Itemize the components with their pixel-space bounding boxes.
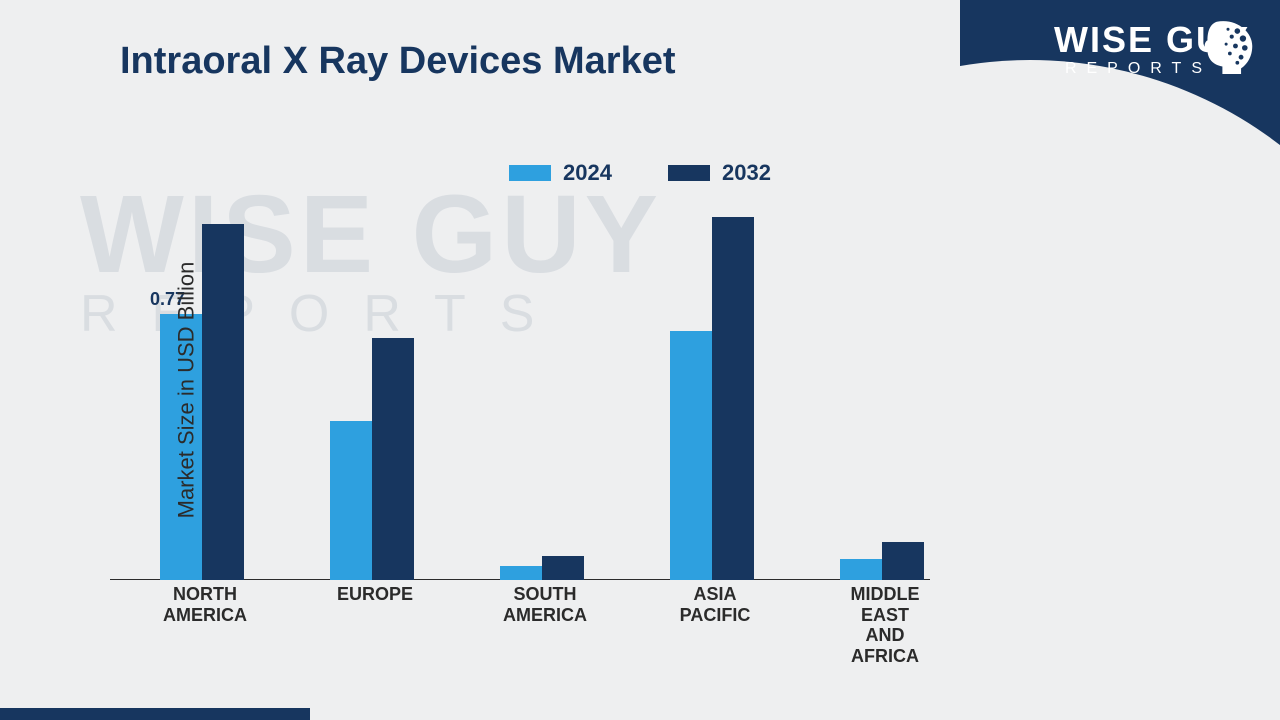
x-category-label: MIDDLE EAST AND AFRICA — [815, 584, 955, 667]
legend-swatch-2024 — [509, 165, 551, 181]
plot-area: 0.77 — [110, 200, 930, 580]
chart-stage: WISE GUY REPORTS WISE GUY REPORTS Intrao… — [0, 0, 1280, 720]
bar-2024 — [500, 566, 542, 580]
bar-2032 — [882, 542, 924, 580]
legend-swatch-2032 — [668, 165, 710, 181]
y-axis-label: Market Size in USD Billion — [173, 262, 199, 519]
legend-label-2024: 2024 — [563, 160, 612, 186]
legend-item-2024: 2024 — [509, 160, 612, 186]
bar-2024 — [330, 421, 372, 580]
legend: 2024 2032 — [0, 160, 1280, 186]
bar-2032 — [372, 338, 414, 580]
x-category-label: ASIA PACIFIC — [645, 584, 785, 625]
bar-2024 — [670, 331, 712, 580]
bottom-accent-bar — [0, 708, 310, 720]
brand-head-icon — [1200, 18, 1256, 74]
x-category-label: SOUTH AMERICA — [475, 584, 615, 625]
brand-logo: WISE GUY REPORTS — [980, 22, 1250, 78]
chart-title: Intraoral X Ray Devices Market — [120, 40, 676, 83]
legend-label-2032: 2032 — [722, 160, 771, 186]
x-category-label: NORTH AMERICA — [135, 584, 275, 625]
legend-item-2032: 2032 — [668, 160, 771, 186]
bar-2032 — [542, 556, 584, 580]
bar-2032 — [202, 224, 244, 580]
x-category-label: EUROPE — [305, 584, 445, 605]
bar-2024 — [840, 559, 882, 580]
bar-2032 — [712, 217, 754, 580]
